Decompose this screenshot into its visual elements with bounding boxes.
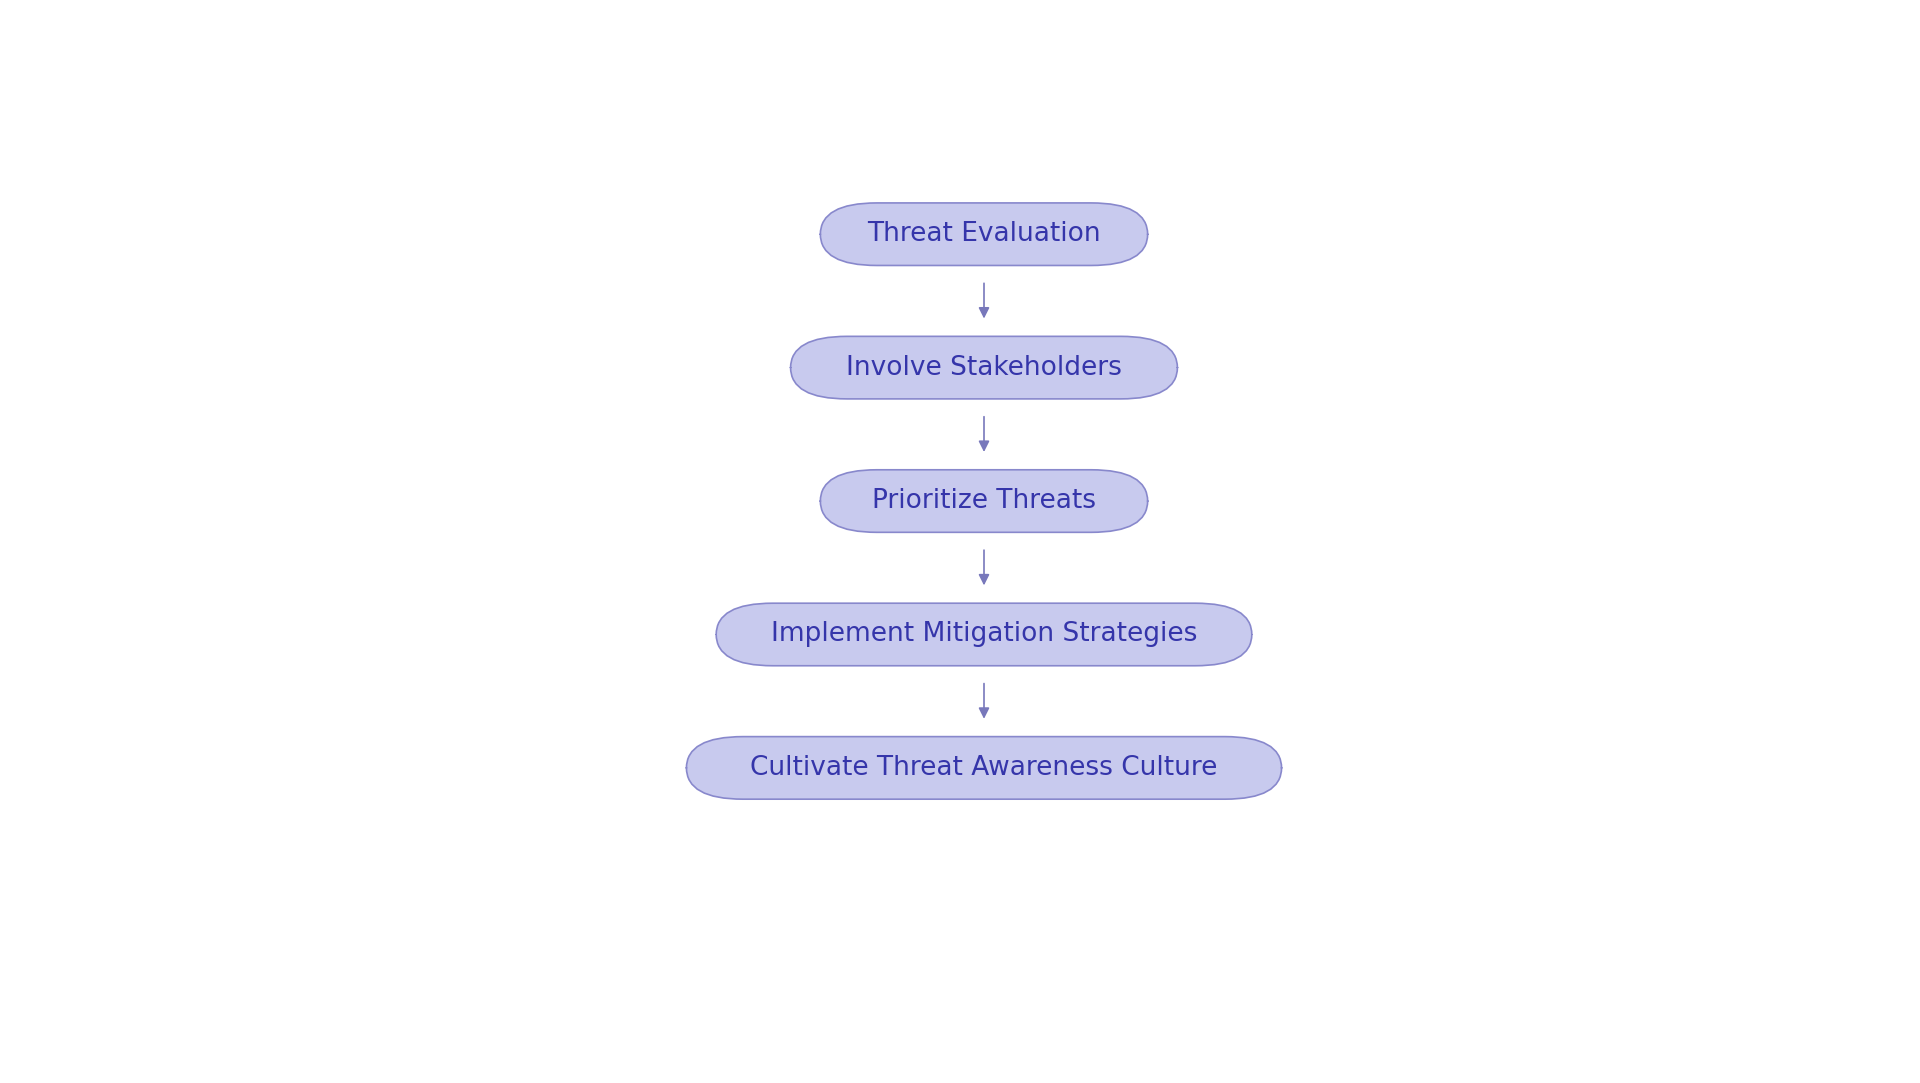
Text: Involve Stakeholders: Involve Stakeholders [847,354,1121,380]
Text: Cultivate Threat Awareness Culture: Cultivate Threat Awareness Culture [751,755,1217,781]
Text: Prioritize Threats: Prioritize Threats [872,488,1096,514]
FancyBboxPatch shape [820,470,1148,533]
FancyBboxPatch shape [687,736,1283,799]
FancyBboxPatch shape [791,337,1177,399]
Text: Threat Evaluation: Threat Evaluation [868,221,1100,247]
FancyBboxPatch shape [716,603,1252,666]
FancyBboxPatch shape [820,203,1148,265]
Text: Implement Mitigation Strategies: Implement Mitigation Strategies [770,622,1198,648]
